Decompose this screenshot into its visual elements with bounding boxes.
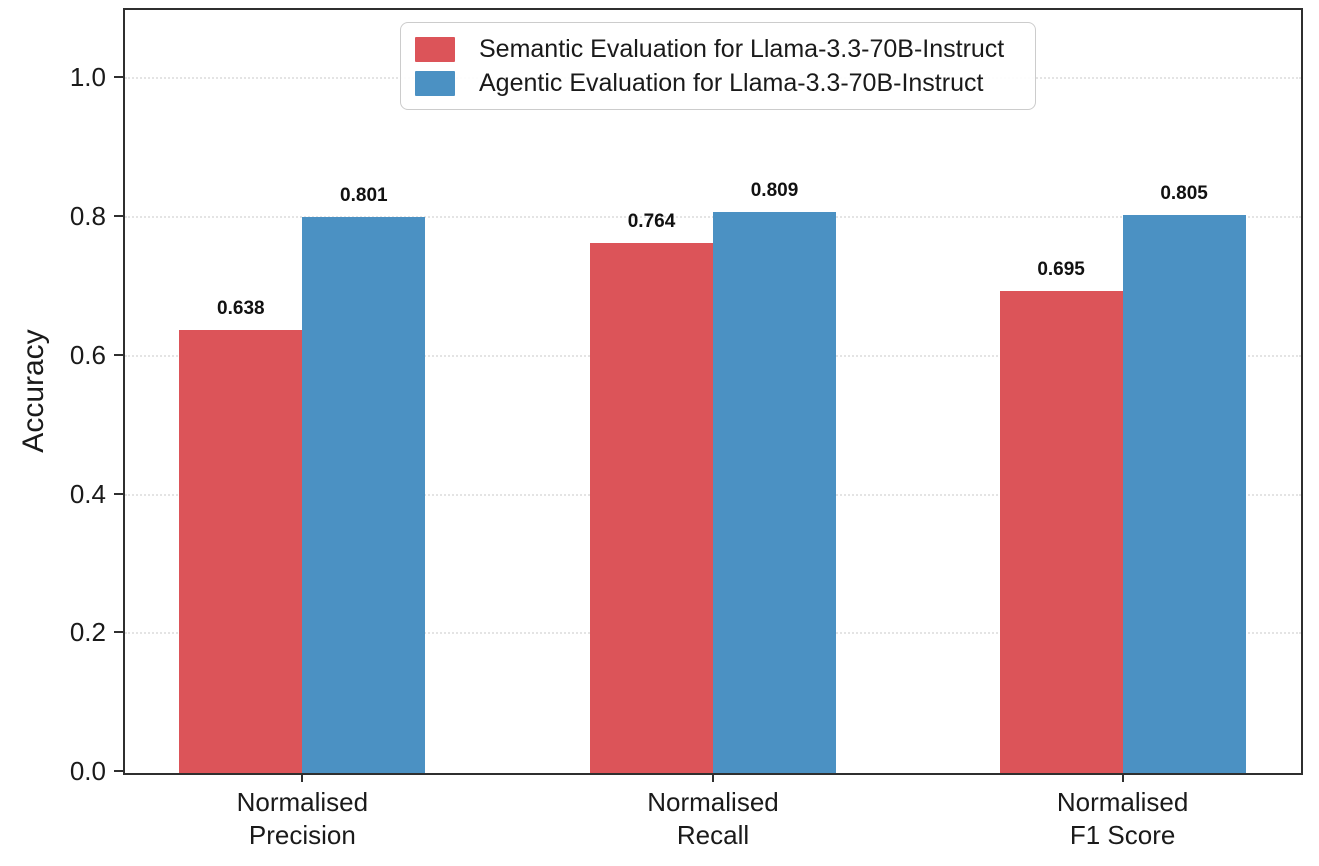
- legend-swatch-agentic-icon: [415, 70, 455, 96]
- bar: [999, 290, 1123, 773]
- x-tick-label: Normalised Precision: [152, 786, 452, 852]
- y-tick-label: 0.2: [69, 617, 106, 648]
- y-tick-mark: [114, 76, 123, 79]
- y-tick-label: 0.0: [69, 756, 106, 786]
- legend-label-agentic: Agentic Evaluation for Llama-3.3-70B-Ins…: [479, 68, 984, 97]
- x-tick-label-line: Normalised: [647, 787, 779, 817]
- x-tick-mark: [301, 773, 304, 782]
- bar-value-label: 0.805: [1160, 182, 1208, 204]
- x-tick-label-line: Recall: [676, 820, 750, 850]
- y-tick-label: 1.0: [69, 62, 106, 93]
- y-tick-mark: [114, 353, 123, 356]
- bar: [1122, 214, 1246, 773]
- x-tick-label-line: Precision: [248, 820, 356, 850]
- x-tick-label-line: Normalised: [1056, 787, 1189, 817]
- bar-value-label: 0.695: [1037, 258, 1085, 280]
- legend: Semantic Evaluation for Llama-3.3-70B-In…: [400, 22, 1036, 110]
- bar-value-label: 0.809: [750, 179, 799, 201]
- legend-item-agentic: Agentic Evaluation for Llama-3.3-70B-Ins…: [415, 68, 1019, 98]
- y-tick-mark: [114, 492, 123, 495]
- x-tick-mark: [1121, 773, 1124, 782]
- y-tick-label: 0.8: [69, 201, 106, 232]
- legend-label-semantic: Semantic Evaluation for Llama-3.3-70B-In…: [479, 34, 1005, 63]
- bar-value-label: 0.801: [340, 185, 388, 207]
- bar: [713, 211, 836, 773]
- x-tick-label: Normalised Recall: [563, 786, 863, 852]
- bar-value-label: 0.638: [217, 298, 265, 320]
- x-tick-label: Normalised F1 Score: [973, 786, 1273, 852]
- bar-value-label: 0.764: [627, 211, 676, 233]
- y-tick-label: 0.4: [69, 478, 106, 509]
- x-tick-mark: [712, 773, 714, 782]
- x-tick-label-line: F1 Score: [1069, 820, 1176, 850]
- x-tick-label-line: Normalised: [236, 787, 369, 817]
- y-tick-mark: [114, 215, 123, 218]
- legend-swatch-semantic-icon: [415, 36, 455, 62]
- legend-item-semantic: Semantic Evaluation for Llama-3.3-70B-In…: [415, 34, 1019, 64]
- bar: [179, 330, 303, 773]
- y-tick-label: 0.6: [69, 339, 106, 370]
- bar: [590, 243, 713, 773]
- bar: [302, 217, 426, 773]
- y-tick-mark: [114, 631, 123, 634]
- y-tick-mark: [114, 770, 123, 772]
- plot-area: 0.638 0.801 0.764 0.809 0.695 0.805 Semantic …: [123, 8, 1303, 775]
